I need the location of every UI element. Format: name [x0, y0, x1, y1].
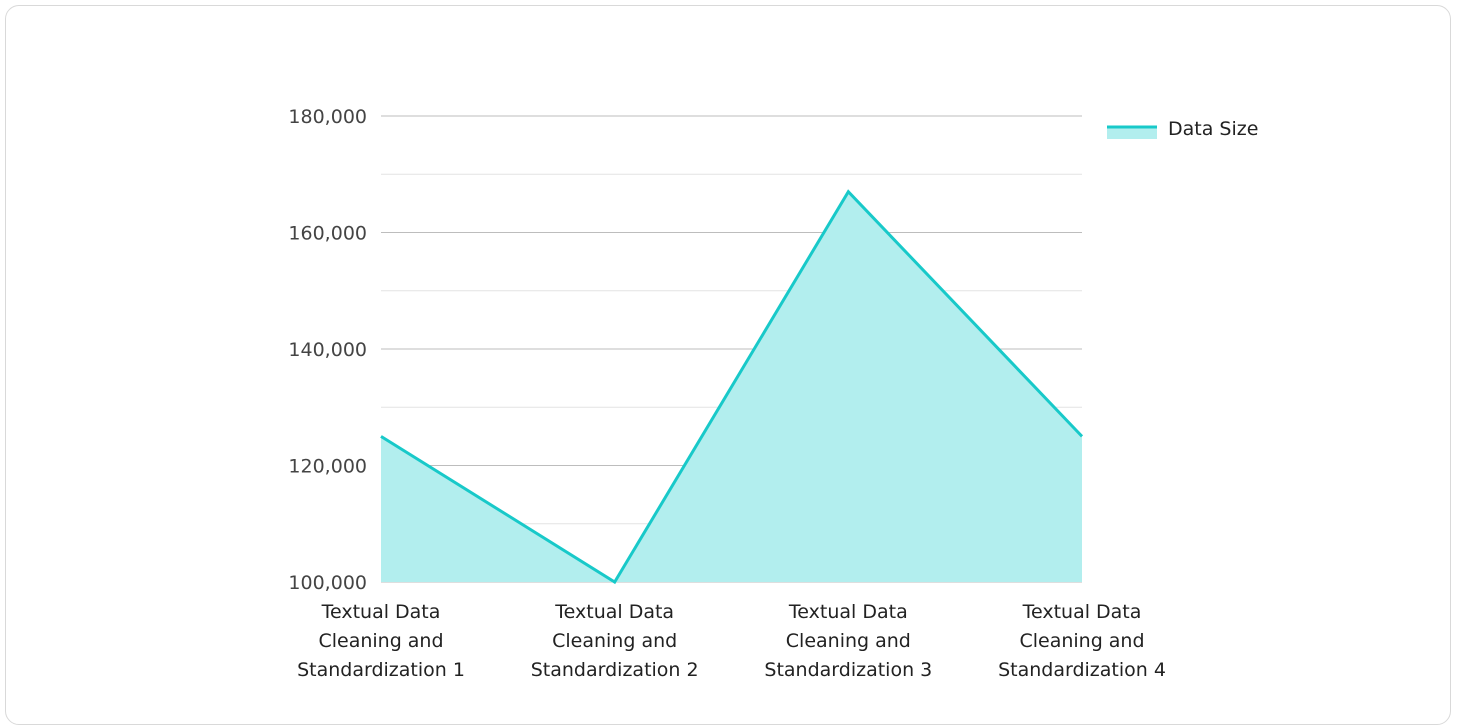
x-category-label-line: Cleaning and: [1019, 630, 1144, 652]
area-chart: 100,000 120,000 140,000 160,000 180,000 Text…: [0, 0, 1458, 698]
x-category-label-line: Standardization 2: [531, 659, 699, 681]
x-category-label: Textual Data Cleaning and Standardization …: [531, 601, 699, 681]
x-category-label-line: Cleaning and: [786, 630, 911, 652]
x-category-label-line: Standardization 1: [297, 659, 465, 681]
y-tick-label: 160,000: [288, 223, 367, 245]
x-category-label-line: Textual Data: [321, 601, 441, 623]
x-category-label-line: Standardization 3: [764, 659, 932, 681]
series-area: [381, 192, 1082, 582]
x-category-label-line: Textual Data: [1022, 601, 1142, 623]
x-category-label: Textual Data Cleaning and Standardization …: [764, 601, 932, 681]
y-tick-label: 140,000: [288, 339, 367, 361]
x-category-label: Textual Data Cleaning and Standardization …: [297, 601, 465, 681]
legend[interactable]: Data Size: [1107, 118, 1258, 140]
x-category-label-line: Cleaning and: [318, 630, 443, 652]
x-category-label-line: Cleaning and: [552, 630, 677, 652]
y-tick-label: 180,000: [288, 106, 367, 128]
y-tick-label: 120,000: [288, 456, 367, 478]
y-tick-label: 100,000: [288, 572, 367, 594]
x-category-label-line: Textual Data: [788, 601, 908, 623]
x-category-label-line: Textual Data: [554, 601, 674, 623]
y-axis-labels: 100,000 120,000 140,000 160,000 180,000: [288, 106, 367, 594]
x-category-label: Textual Data Cleaning and Standardization …: [998, 601, 1166, 681]
x-category-label-line: Standardization 4: [998, 659, 1166, 681]
legend-label[interactable]: Data Size: [1168, 118, 1258, 140]
x-axis-labels: Textual Data Cleaning and Standardization …: [297, 601, 1166, 681]
legend-swatch-fill: [1107, 127, 1157, 139]
